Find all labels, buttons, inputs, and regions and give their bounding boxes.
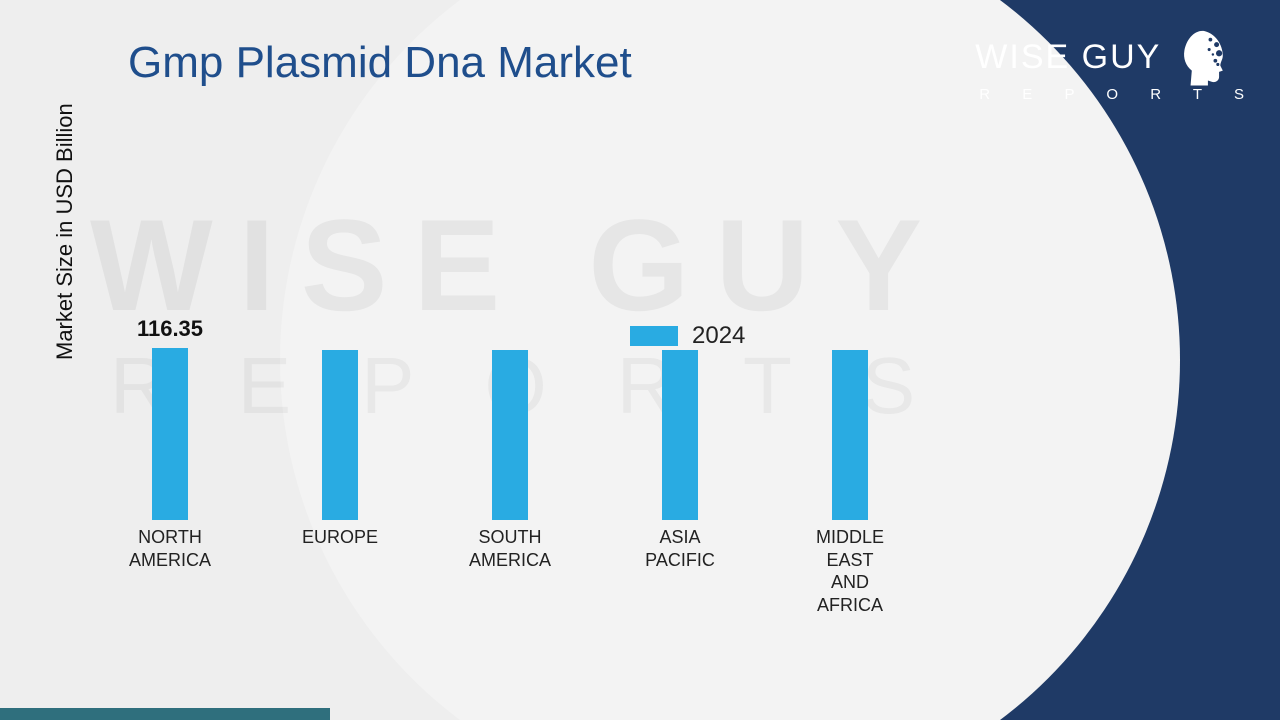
head-silhouette-icon [1167, 26, 1229, 88]
bar-group [430, 150, 590, 520]
x-tick-label: MIDDLE EAST AND AFRICA [770, 526, 930, 616]
logo-text-main: WISE GUY [975, 38, 1161, 77]
bar [322, 350, 358, 520]
x-tick-label: NORTH AMERICA [90, 526, 250, 571]
bar [152, 348, 188, 520]
bottom-accent-bar [0, 708, 330, 720]
logo-text-sub: R E P O R T S [975, 86, 1258, 103]
plot-area: 116.35 [110, 150, 990, 520]
x-tick-label: SOUTH AMERICA [430, 526, 590, 571]
x-tick-label: EUROPE [260, 526, 420, 549]
bar-group [770, 150, 930, 520]
bar-group [600, 150, 760, 520]
bar-chart: Market Size in USD Billion 2024 116.35 N… [110, 150, 990, 570]
brand-logo: WISE GUY R E P O R T S [975, 26, 1258, 103]
bar-group [260, 150, 420, 520]
bar-value-label: 116.35 [110, 316, 230, 342]
bar-group: 116.35 [90, 150, 250, 520]
bar [662, 350, 698, 520]
bar [492, 350, 528, 520]
chart-title: Gmp Plasmid Dna Market [128, 38, 632, 88]
canvas: WISE GUY REPORTS Gmp Plasmid Dna Market … [0, 0, 1280, 720]
y-axis-label: Market Size in USD Billion [52, 103, 78, 360]
bar [832, 350, 868, 520]
x-tick-label: ASIA PACIFIC [600, 526, 760, 571]
